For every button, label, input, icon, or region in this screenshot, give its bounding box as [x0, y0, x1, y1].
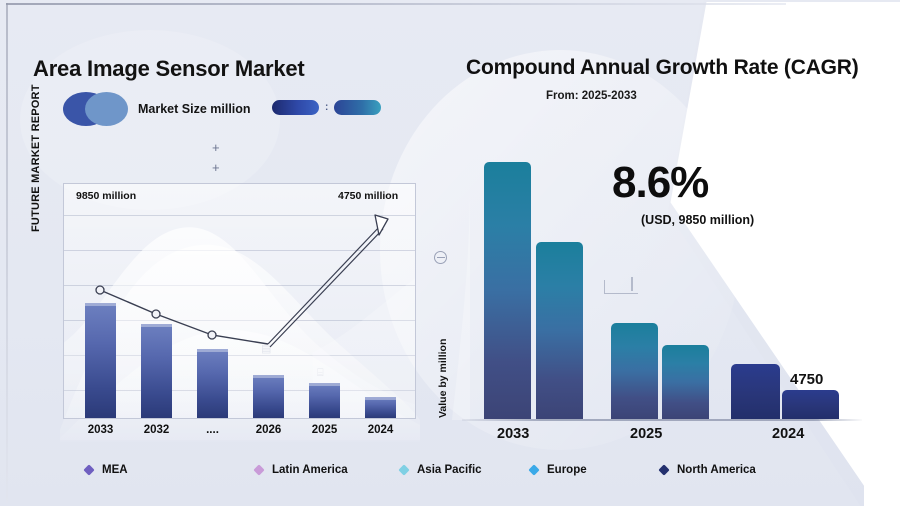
pill-right[interactable]: [334, 100, 382, 115]
legend-swatch-mea: [83, 464, 95, 476]
pill-separator: :: [325, 102, 329, 113]
right-chart-notch2-icon: [631, 277, 633, 291]
legend-label-asia-pacific: Asia Pacific: [417, 464, 482, 476]
right-bar-2024-primary: [731, 364, 780, 419]
right-x-label-2024: 2024: [772, 426, 805, 442]
legend-item-asia-pacific[interactable]: Asia Pacific: [398, 464, 530, 476]
right-bar-2025-primary: [611, 323, 658, 419]
right-bar-2033-secondary: [536, 242, 583, 419]
left-chart-line-overlay: [95, 214, 389, 348]
bar-2025: [309, 383, 340, 418]
minus-circle-icon: [434, 251, 447, 264]
legend-swatch-latin-america: [253, 464, 265, 476]
legend-item-latin-america[interactable]: Latin America: [253, 464, 400, 476]
page-title-left: Area Image Sensor Market: [33, 56, 305, 81]
left-rule: [6, 3, 8, 503]
gridline: [64, 215, 415, 216]
right-bar-2024-secondary: [782, 390, 839, 419]
bar-dots: [197, 349, 228, 418]
right-chart-baseline: [462, 419, 862, 421]
top-rule: [6, 3, 786, 5]
plus-marker-icon: +: [212, 140, 220, 155]
legend-item-north-america[interactable]: North America: [658, 464, 756, 476]
right-chart-y-axis-label: Value by million: [437, 338, 449, 418]
right-chart-notch-icon: [604, 280, 638, 294]
legend-item-europe[interactable]: Europe: [528, 464, 660, 476]
left-x-label-2024: 2024: [367, 424, 394, 436]
pill-toggle[interactable]: :: [272, 100, 382, 115]
left-x-label-2025: 2025: [311, 424, 338, 436]
right-bar-2025-secondary: [662, 345, 709, 419]
plus-marker-icon: +: [212, 160, 220, 175]
page-subtitle-right: From: 2025-2033: [546, 90, 637, 102]
market-size-icon: [63, 92, 128, 126]
legend-label-latin-america: Latin America: [272, 464, 348, 476]
legend-item-mea[interactable]: MEA: [83, 464, 255, 476]
legend-swatch-europe: [528, 464, 540, 476]
left-chart-y-axis-label: FUTURE MARKET REPORT: [30, 84, 42, 232]
bar-2033: [85, 303, 116, 418]
right-bar-2033-primary: [484, 162, 531, 419]
market-size-chip: Market Size million: [63, 92, 251, 126]
bar-2024: [365, 397, 396, 418]
circle-light-icon: [85, 92, 128, 126]
left-x-label-2033: 2033: [87, 424, 114, 436]
pill-left[interactable]: [272, 100, 319, 115]
legend-label-europe: Europe: [547, 464, 587, 476]
page-title-right: Compound Annual Growth Rate (CAGR): [466, 56, 859, 79]
cagr-note: (USD, 9850 million): [641, 213, 755, 227]
legend: MEA Latin America Asia Pacific Europe No…: [83, 464, 805, 476]
left-x-label-2032: 2032: [143, 424, 170, 436]
left-chart-caption-start: 9850 million: [76, 190, 137, 202]
legend-label-mea: MEA: [102, 464, 128, 476]
legend-swatch-asia-pacific: [398, 464, 410, 476]
cagr-value: 8.6%: [612, 158, 709, 207]
left-x-label-dots: ....: [206, 424, 219, 436]
left-x-label-2026: 2026: [255, 424, 282, 436]
legend-swatch-north-america: [658, 464, 670, 476]
legend-label-north-america: North America: [677, 464, 756, 476]
bar-2032: [141, 324, 172, 418]
right-x-label-2033: 2033: [497, 426, 530, 442]
market-size-label: Market Size million: [138, 102, 251, 116]
bar-2026: [253, 375, 284, 418]
right-value-label-4750: 4750: [790, 371, 824, 388]
left-chart-caption-end: 4750 million: [338, 190, 399, 202]
right-x-label-2025: 2025: [630, 426, 663, 442]
